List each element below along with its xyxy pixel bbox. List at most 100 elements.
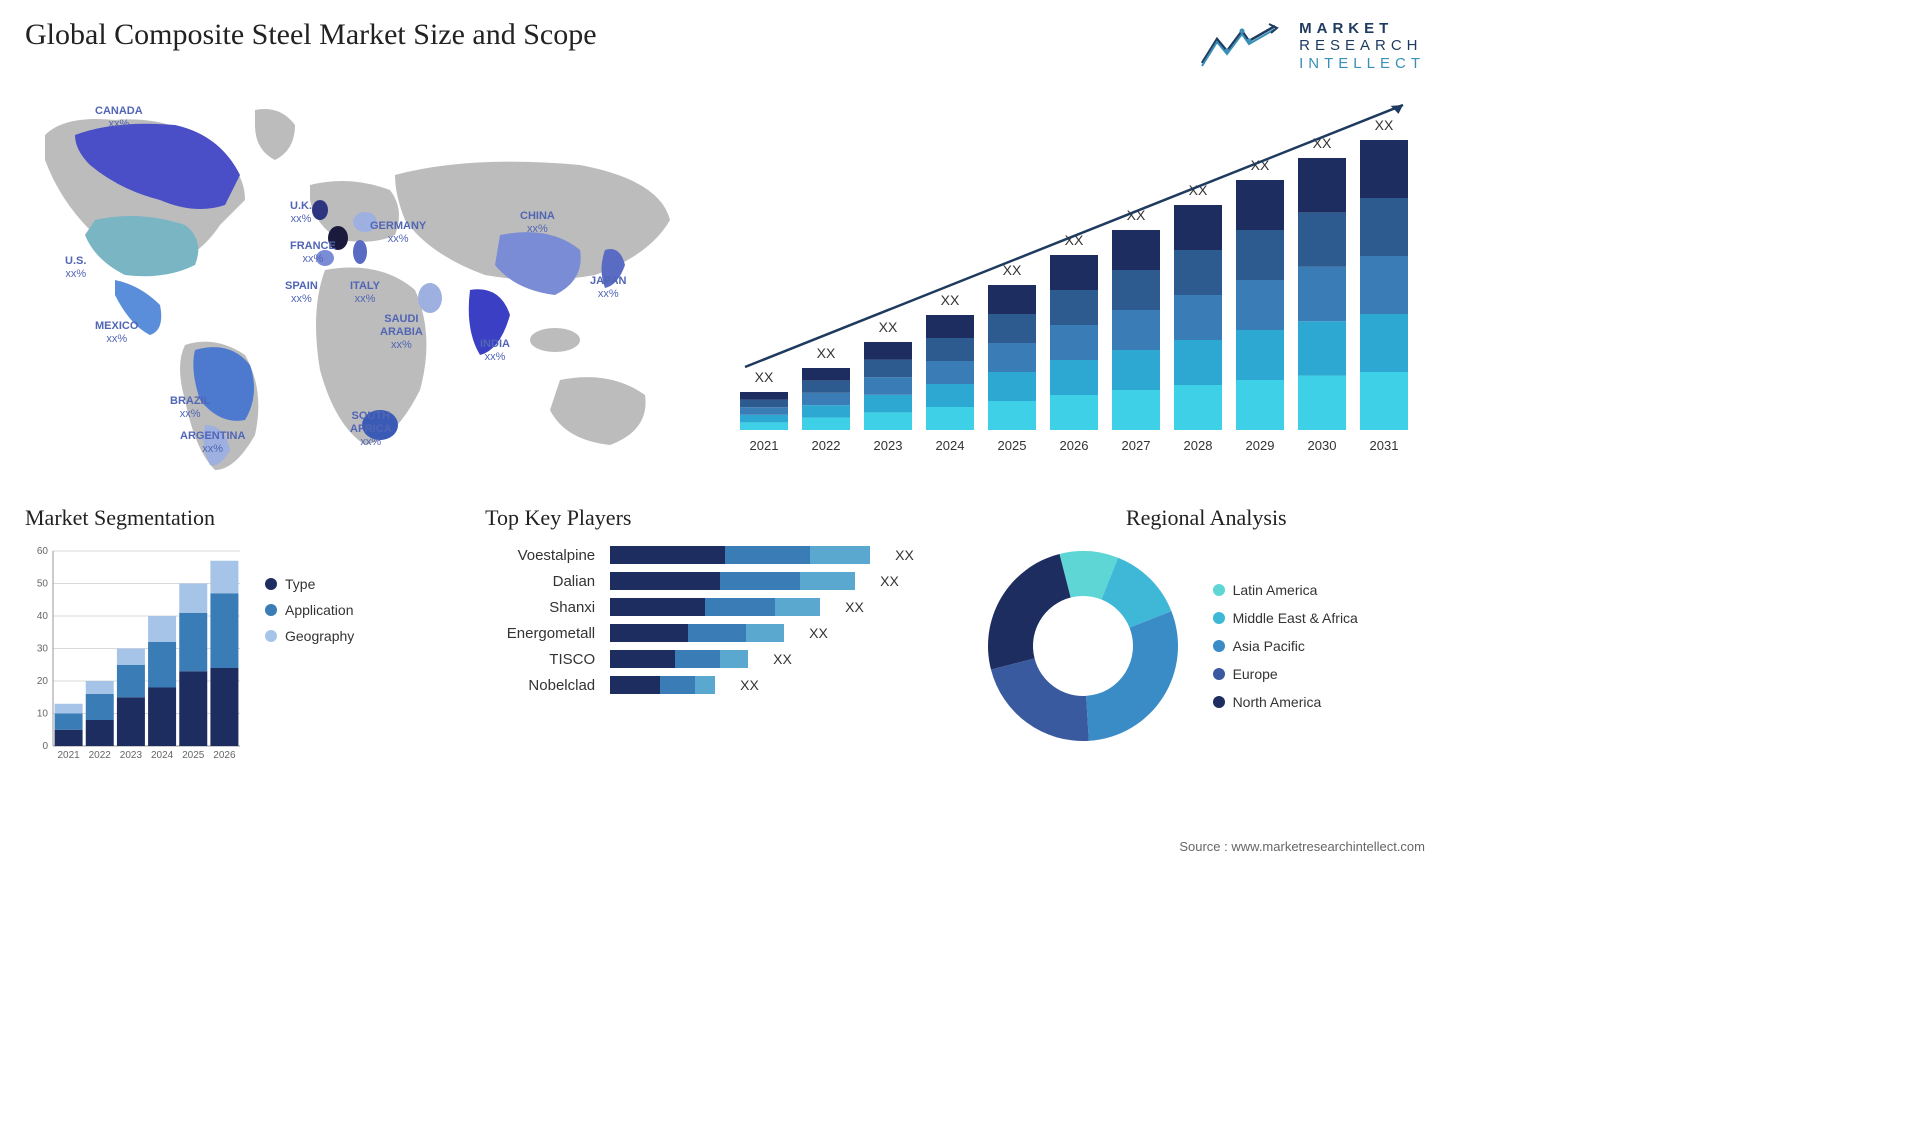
player-bar-seg <box>688 624 746 642</box>
legend-label: Geography <box>285 628 354 644</box>
svg-text:2023: 2023 <box>120 750 143 761</box>
map-label: BRAZILxx% <box>170 395 210 421</box>
legend-item: Latin America <box>1213 582 1358 598</box>
player-bar-seg <box>610 624 688 642</box>
svg-text:2027: 2027 <box>1122 438 1151 453</box>
legend-item: Europe <box>1213 666 1358 682</box>
player-value: XX <box>895 547 914 563</box>
svg-text:2021: 2021 <box>57 750 80 761</box>
legend-dot <box>265 604 277 616</box>
players-panel: Top Key Players VoestalpineXXDalianXXSha… <box>460 505 957 805</box>
growth-chart: XX2021XX2022XX2023XX2024XX2025XX2026XX20… <box>720 90 1420 460</box>
svg-text:2024: 2024 <box>936 438 965 453</box>
legend-label: Type <box>285 576 315 592</box>
map-label: MEXICOxx% <box>95 320 138 346</box>
legend-label: North America <box>1233 694 1322 710</box>
players-chart: VoestalpineXXDalianXXShanxiXXEnergometal… <box>485 546 932 694</box>
player-name: Energometall <box>485 625 595 642</box>
player-bar-seg <box>720 650 748 668</box>
player-name: Shanxi <box>485 599 595 616</box>
player-name: Voestalpine <box>485 547 595 564</box>
svg-text:2026: 2026 <box>1060 438 1089 453</box>
player-bar <box>610 598 820 616</box>
page-title: Global Composite Steel Market Size and S… <box>25 18 597 52</box>
legend-label: Application <box>285 602 354 618</box>
regional-panel: Regional Analysis Latin America Middle Ea… <box>958 505 1455 805</box>
legend-dot <box>265 578 277 590</box>
player-bar-seg <box>695 676 715 694</box>
player-value: XX <box>845 599 864 615</box>
player-row: Shanxi XX <box>485 598 932 616</box>
map-label: GERMANYxx% <box>370 220 426 246</box>
player-name: Nobelclad <box>485 677 595 694</box>
svg-text:20: 20 <box>37 676 49 687</box>
player-bar-seg <box>720 572 800 590</box>
segmentation-chart: 0102030405060202120222023202420252026 <box>25 546 245 766</box>
player-bar <box>610 624 784 642</box>
player-row: TISCOXX <box>485 650 932 668</box>
player-bar <box>610 546 870 564</box>
svg-text:2024: 2024 <box>151 750 174 761</box>
logo-line3: INTELLECT <box>1299 55 1425 72</box>
map-label: SOUTHAFRICAxx% <box>350 410 392 450</box>
regional-title: Regional Analysis <box>983 505 1430 531</box>
map-label: CANADAxx% <box>95 105 143 131</box>
player-row: Voestalpine XX <box>485 546 932 564</box>
svg-text:10: 10 <box>37 709 49 720</box>
growth-chart-svg: XX2021XX2022XX2023XX2024XX2025XX2026XX20… <box>720 90 1420 460</box>
segmentation-title: Market Segmentation <box>25 505 435 531</box>
source-text: Source : www.marketresearchintellect.com <box>1179 839 1425 854</box>
legend-dot <box>1213 696 1225 708</box>
legend-item: Type <box>265 576 354 592</box>
map-label: FRANCExx% <box>290 240 336 266</box>
player-row: Nobelclad XX <box>485 676 932 694</box>
legend-label: Europe <box>1233 666 1278 682</box>
svg-text:2025: 2025 <box>182 750 205 761</box>
brand-logo: MARKET RESEARCH INTELLECT <box>1197 20 1425 72</box>
svg-text:2022: 2022 <box>89 750 112 761</box>
player-bar-seg <box>746 624 784 642</box>
player-bar-seg <box>610 546 725 564</box>
svg-text:2021: 2021 <box>750 438 779 453</box>
svg-text:XX: XX <box>879 319 898 335</box>
player-bar <box>610 676 715 694</box>
player-row: Energometall XX <box>485 624 932 642</box>
svg-text:XX: XX <box>1375 117 1394 133</box>
map-label: ITALYxx% <box>350 280 380 306</box>
world-map: CANADAxx%U.S.xx%MEXICOxx%BRAZILxx%ARGENT… <box>20 80 680 470</box>
player-value: XX <box>809 625 828 641</box>
logo-icon <box>1197 21 1287 71</box>
player-bar <box>610 650 748 668</box>
bottom-panels: Market Segmentation 01020304050602021202… <box>0 505 1455 805</box>
legend-dot <box>1213 584 1225 596</box>
svg-text:2026: 2026 <box>213 750 236 761</box>
player-name: Dalian <box>485 573 595 590</box>
player-bar-seg <box>675 650 720 668</box>
player-value: XX <box>773 651 792 667</box>
legend-item: Geography <box>265 628 354 644</box>
player-value: XX <box>740 677 759 693</box>
legend-dot <box>1213 640 1225 652</box>
map-label: U.S.xx% <box>65 255 86 281</box>
svg-text:2022: 2022 <box>812 438 841 453</box>
legend-item: Application <box>265 602 354 618</box>
svg-text:2025: 2025 <box>998 438 1027 453</box>
player-bar-seg <box>800 572 855 590</box>
logo-line2: RESEARCH <box>1299 37 1425 54</box>
segmentation-legend: Type Application Geography <box>265 576 354 766</box>
player-bar-seg <box>610 650 675 668</box>
player-bar-seg <box>610 676 660 694</box>
map-label: SAUDIARABIAxx% <box>380 313 423 353</box>
legend-item: North America <box>1213 694 1358 710</box>
svg-text:0: 0 <box>42 741 48 752</box>
map-label: JAPANxx% <box>590 275 626 301</box>
legend-label: Asia Pacific <box>1233 638 1305 654</box>
svg-text:2028: 2028 <box>1184 438 1213 453</box>
svg-text:50: 50 <box>37 579 49 590</box>
svg-text:2023: 2023 <box>874 438 903 453</box>
player-row: DalianXX <box>485 572 932 590</box>
svg-text:30: 30 <box>37 644 49 655</box>
map-label: INDIAxx% <box>480 338 510 364</box>
legend-item: Middle East & Africa <box>1213 610 1358 626</box>
player-bar-seg <box>705 598 775 616</box>
